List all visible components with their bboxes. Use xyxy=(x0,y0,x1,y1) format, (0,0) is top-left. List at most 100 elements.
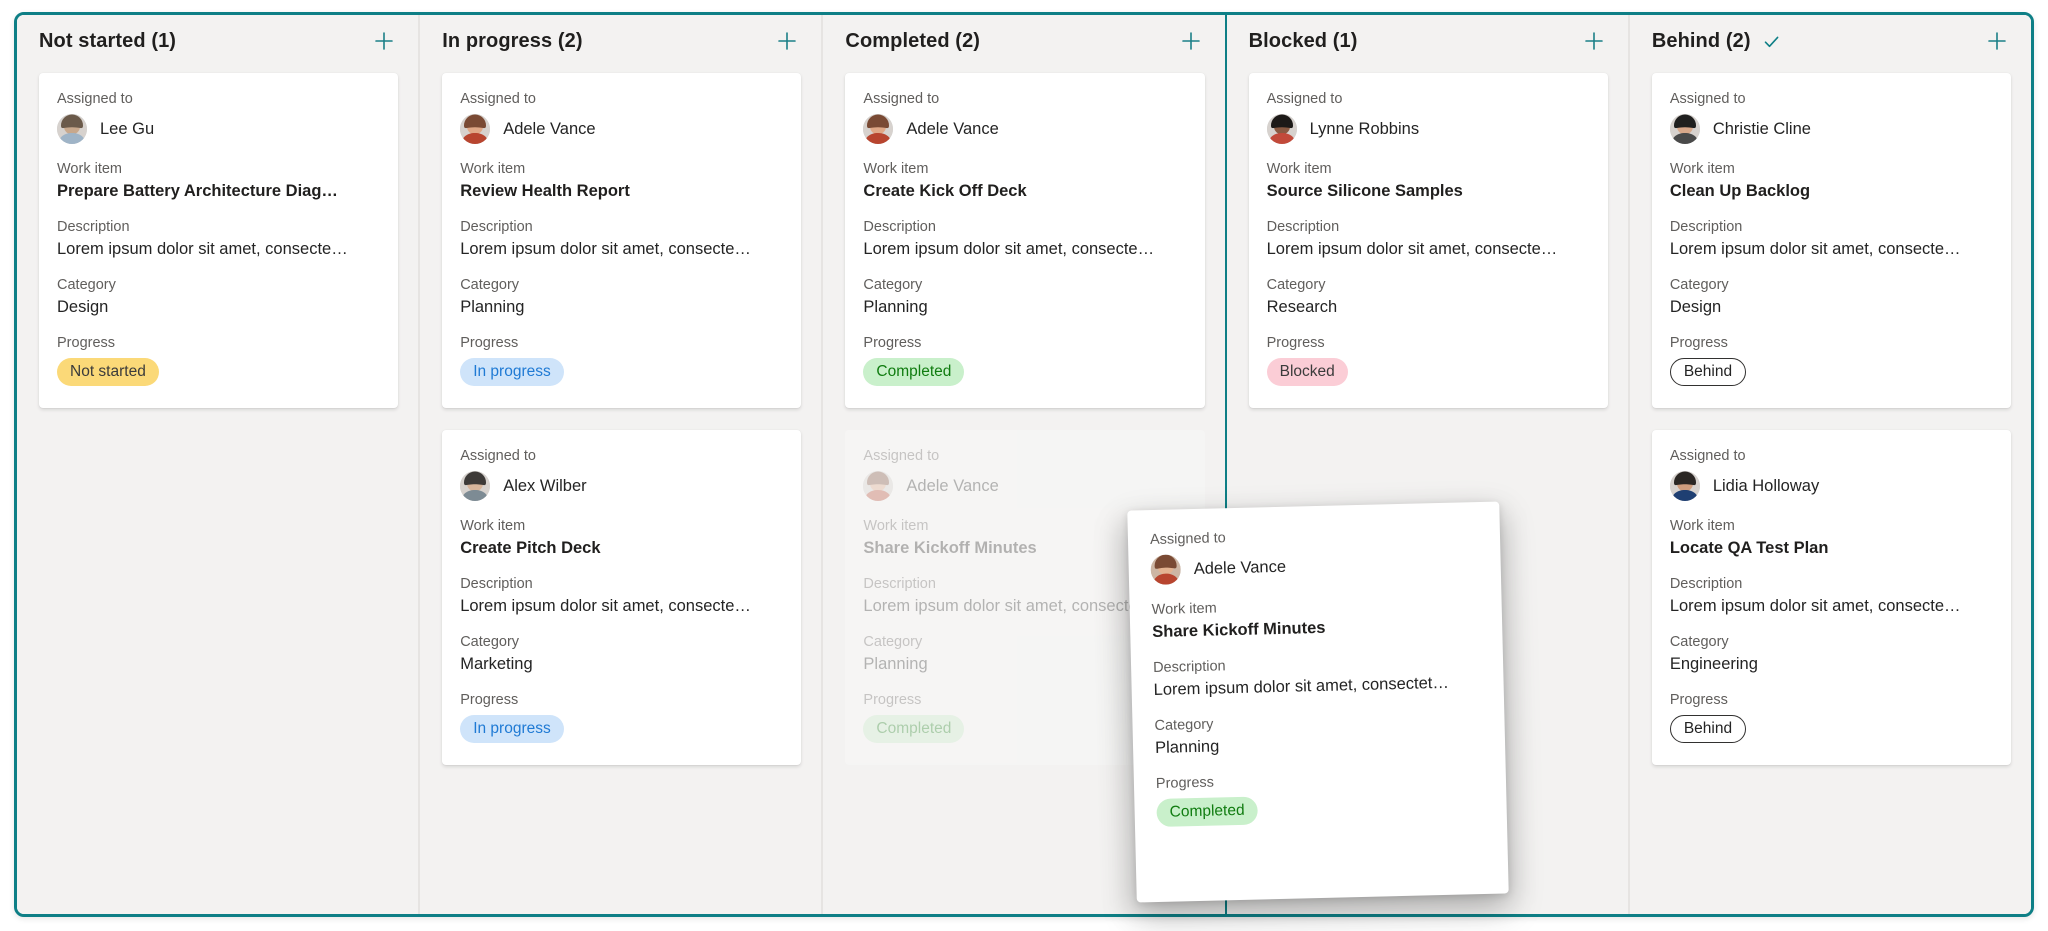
column-title: Completed (2) xyxy=(845,29,981,52)
status-badge: In progress xyxy=(460,358,564,386)
category-value: Planning xyxy=(460,298,525,316)
avatar-photo-icon xyxy=(1266,114,1297,144)
assignee: Adele Vance xyxy=(863,470,1186,502)
card-field-progress: Progress Completed xyxy=(863,690,1186,743)
avatar-photo-icon xyxy=(863,471,894,501)
column-header: Behind (2) xyxy=(1629,15,2031,67)
work-item-value: Locate QA Test Plan xyxy=(1669,539,1829,557)
status-badge: Completed xyxy=(1156,796,1258,827)
card-field-work-item: Work item Prepare Battery Architecture Di… xyxy=(57,159,380,203)
category-label: Category xyxy=(1669,277,1729,293)
work-item-label: Work item xyxy=(57,161,122,177)
add-card-button[interactable] xyxy=(370,27,398,55)
card-field-category: Category Planning xyxy=(460,275,783,319)
work-item-label: Work item xyxy=(1669,518,1735,534)
card-field-description: Description Lorem ipsum dolor sit amet, c… xyxy=(57,217,380,261)
description-label: Description xyxy=(863,219,936,235)
column-header: In progress (2) xyxy=(420,15,822,67)
task-card[interactable]: Assigned to Adele Vance Work item Review He… xyxy=(442,73,802,408)
category-value: Marketing xyxy=(460,655,533,673)
assignee-name: Christie Cline xyxy=(1712,119,1811,138)
progress-label: Progress xyxy=(1266,335,1325,351)
assigned-to-label: Assigned to xyxy=(863,448,940,464)
category-value: Planning xyxy=(863,298,928,316)
kanban-column-completed: Completed (2) Assigned to Adele Vance Work … xyxy=(821,15,1225,914)
category-value: Research xyxy=(1266,298,1338,316)
card-field-description: Description Lorem ipsum dolor sit amet, c… xyxy=(1670,574,1993,618)
card-field-assigned-to: Assigned to Adele Vance xyxy=(1150,522,1479,586)
category-value: Engineering xyxy=(1669,655,1758,673)
avatar xyxy=(863,114,894,144)
avatar xyxy=(57,114,87,144)
assigned-to-label: Assigned to xyxy=(460,448,536,464)
avatar-photo-icon xyxy=(1150,554,1182,586)
avatar xyxy=(1266,114,1297,144)
task-card[interactable]: Assigned to Lee Gu Work item Prepare Batter… xyxy=(39,73,399,408)
assignee: Adele Vance xyxy=(863,113,1186,145)
avatar xyxy=(1150,554,1182,586)
card-field-category: Category Engineering xyxy=(1670,632,1993,676)
card-field-assigned-to: Assigned to Adele Vance xyxy=(863,89,1186,145)
assignee: Adele Vance xyxy=(1150,546,1479,586)
assignee: Lynne Robbins xyxy=(1266,113,1590,145)
assignee: Christie Cline xyxy=(1669,113,1993,145)
progress-label: Progress xyxy=(460,335,519,351)
work-item-label: Work item xyxy=(1266,161,1332,177)
card-field-description: Description Lorem ipsum dolor sit amet, … xyxy=(1153,650,1482,702)
dragging-card[interactable]: Assigned to Adele Vance Work item Share … xyxy=(1127,501,1509,903)
avatar xyxy=(460,114,491,144)
category-label: Category xyxy=(863,277,923,293)
card-field-description: Description Lorem ipsum dolor sit amet, c… xyxy=(863,217,1186,261)
card-field-work-item: Work item Clean Up Backlog xyxy=(1670,159,1993,203)
work-item-label: Work item xyxy=(460,518,526,534)
add-card-button[interactable] xyxy=(1983,27,2011,55)
card-field-category: Category Planning xyxy=(863,275,1186,319)
description-value: Lorem ipsum dolor sit amet, consecte… xyxy=(1669,597,1961,615)
card-field-progress: Progress Completed xyxy=(863,333,1186,386)
card-field-work-item: Work item Locate QA Test Plan xyxy=(1670,516,1993,560)
progress-label: Progress xyxy=(460,692,519,708)
category-label: Category xyxy=(1266,277,1326,293)
card-field-description: Description Lorem ipsum dolor sit amet, c… xyxy=(460,217,783,261)
progress-label: Progress xyxy=(1669,692,1728,708)
assigned-to-label: Assigned to xyxy=(460,91,536,107)
description-value: Lorem ipsum dolor sit amet, consecte… xyxy=(57,240,348,258)
task-card[interactable]: Assigned to Lidia Holloway Work item Locate… xyxy=(1651,430,2012,765)
column-header: Completed (2) xyxy=(823,15,1225,67)
kanban-column-in-progress: In progress (2) Assigned to Adele Vance Wor… xyxy=(418,15,822,914)
work-item-value: Clean Up Backlog xyxy=(1669,182,1811,200)
assignee-name: Adele Vance xyxy=(1193,557,1287,578)
avatar xyxy=(460,471,491,501)
description-label: Description xyxy=(1669,219,1743,235)
task-card[interactable]: Assigned to Adele Vance Work item Create Ki… xyxy=(845,73,1205,408)
column-header: Blocked (1) xyxy=(1226,15,1628,67)
assignee-name: Adele Vance xyxy=(906,476,999,495)
add-card-button[interactable] xyxy=(1580,27,1608,55)
assignee: Lee Gu xyxy=(57,113,380,145)
assignee: Lidia Holloway xyxy=(1669,470,1993,502)
kanban-board-wrapper: Not started (1) Assigned to Lee Gu Work ite… xyxy=(14,12,2034,917)
description-label: Description xyxy=(1669,576,1743,592)
card-field-description: Description Lorem ipsum dolor sit amet, c… xyxy=(863,574,1186,618)
work-item-label: Work item xyxy=(1669,161,1735,177)
assignee-name: Lynne Robbins xyxy=(1309,119,1420,138)
add-card-button[interactable] xyxy=(773,27,801,55)
card-field-category: Category Planning xyxy=(863,632,1186,676)
task-card[interactable]: Assigned to Lynne Robbins Work item Source … xyxy=(1248,73,1608,408)
card-field-assigned-to: Assigned to Lee Gu xyxy=(57,89,380,145)
add-card-button[interactable] xyxy=(1177,27,1205,55)
category-label: Category xyxy=(460,634,520,650)
column-title: Blocked (1) xyxy=(1248,29,1358,52)
status-badge: Completed xyxy=(863,715,965,743)
work-item-value: Create Kick Off Deck xyxy=(863,182,1027,200)
avatar-photo-icon xyxy=(863,114,894,144)
category-label: Category xyxy=(57,277,116,293)
avatar-photo-icon xyxy=(1669,114,1700,144)
column-title: Not started (1) xyxy=(39,29,177,52)
description-value: Lorem ipsum dolor sit amet, consecte… xyxy=(460,240,751,258)
task-card[interactable]: Assigned to Alex Wilber Work item Create Pi… xyxy=(442,430,802,765)
category-label: Category xyxy=(1669,634,1729,650)
category-value: Design xyxy=(57,298,109,316)
task-card[interactable]: Assigned to Christie Cline Work item Clean … xyxy=(1651,73,2012,408)
assignee: Alex Wilber xyxy=(460,470,783,502)
